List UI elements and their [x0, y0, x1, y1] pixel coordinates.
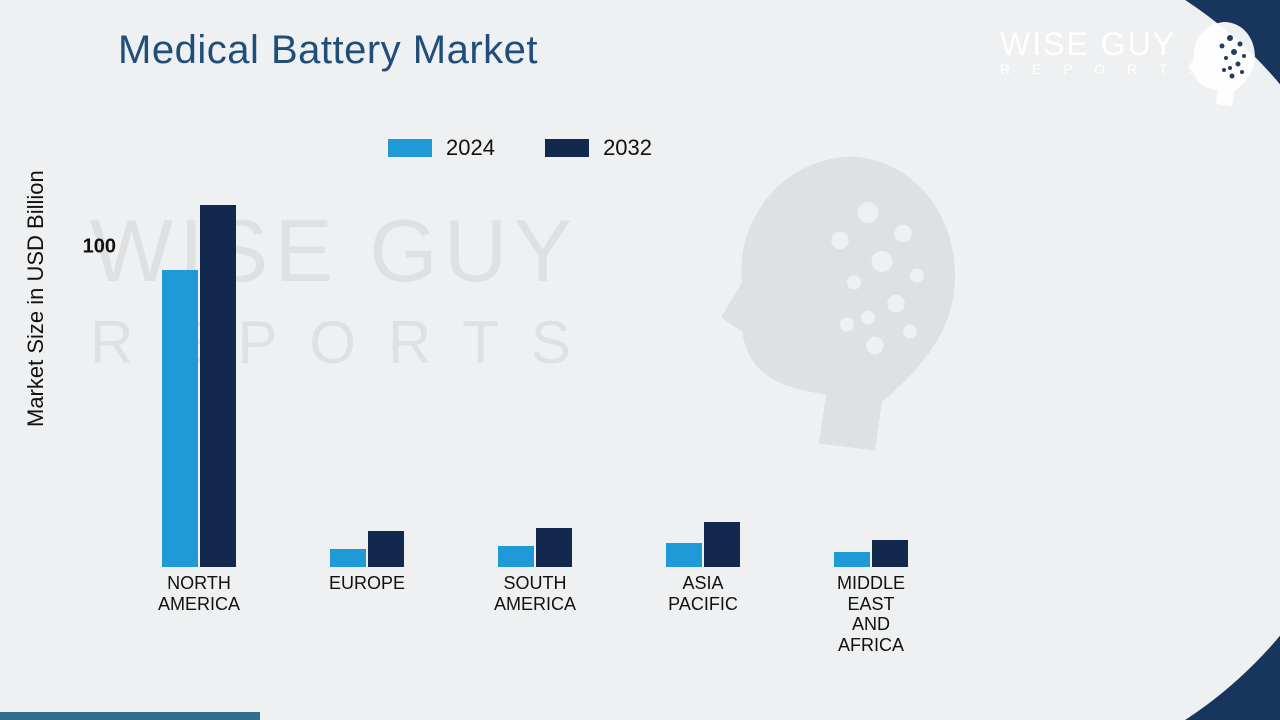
plot-area: 100NORTH AMERICAEUROPESOUTH AMERICAASIA …	[104, 181, 980, 567]
bar-group: MIDDLE EAST AND AFRICA	[796, 181, 946, 567]
category-label: ASIA PACIFIC	[668, 573, 738, 614]
bar-group: ASIA PACIFIC	[628, 181, 778, 567]
right-brand-panel	[960, 0, 1280, 720]
bar-2024	[162, 270, 198, 567]
bottom-accent-strip	[0, 712, 260, 720]
legend-label-2032: 2032	[603, 135, 652, 161]
y-tick: 100	[83, 236, 116, 259]
bar-2024	[330, 549, 366, 567]
bar-2032	[704, 522, 740, 567]
bar-2032	[200, 205, 236, 567]
brand-line1: WISE GUY	[1000, 26, 1250, 63]
category-label: EUROPE	[329, 573, 405, 594]
bar-2024	[834, 552, 870, 567]
bar-2024	[666, 543, 702, 567]
bar-2032	[368, 531, 404, 567]
bar-2032	[872, 540, 908, 567]
category-label: NORTH AMERICA	[158, 573, 240, 614]
bar-2032	[536, 528, 572, 567]
legend-item-2024: 2024	[388, 135, 495, 161]
category-label: MIDDLE EAST AND AFRICA	[837, 573, 905, 656]
bar-2024	[498, 546, 534, 567]
legend-item-2032: 2032	[545, 135, 652, 161]
bar-group: NORTH AMERICA	[124, 181, 274, 567]
chart-title: Medical Battery Market	[118, 28, 538, 73]
stage: WISE GUY R E P O R T S WISE GUY REPORTS …	[0, 0, 1280, 720]
y-axis-label: Market Size in USD Billion	[23, 170, 49, 427]
chart: 2024 2032 Market Size in USD Billion 100…	[60, 135, 980, 675]
brand-logo: WISE GUY R E P O R T S	[1000, 26, 1250, 77]
legend-swatch-2032	[545, 139, 589, 157]
legend-label-2024: 2024	[446, 135, 495, 161]
legend: 2024 2032	[60, 135, 980, 163]
brand-line2: R E P O R T S	[1000, 61, 1250, 77]
bar-group: EUROPE	[292, 181, 442, 567]
legend-swatch-2024	[388, 139, 432, 157]
category-label: SOUTH AMERICA	[494, 573, 576, 614]
bar-group: SOUTH AMERICA	[460, 181, 610, 567]
